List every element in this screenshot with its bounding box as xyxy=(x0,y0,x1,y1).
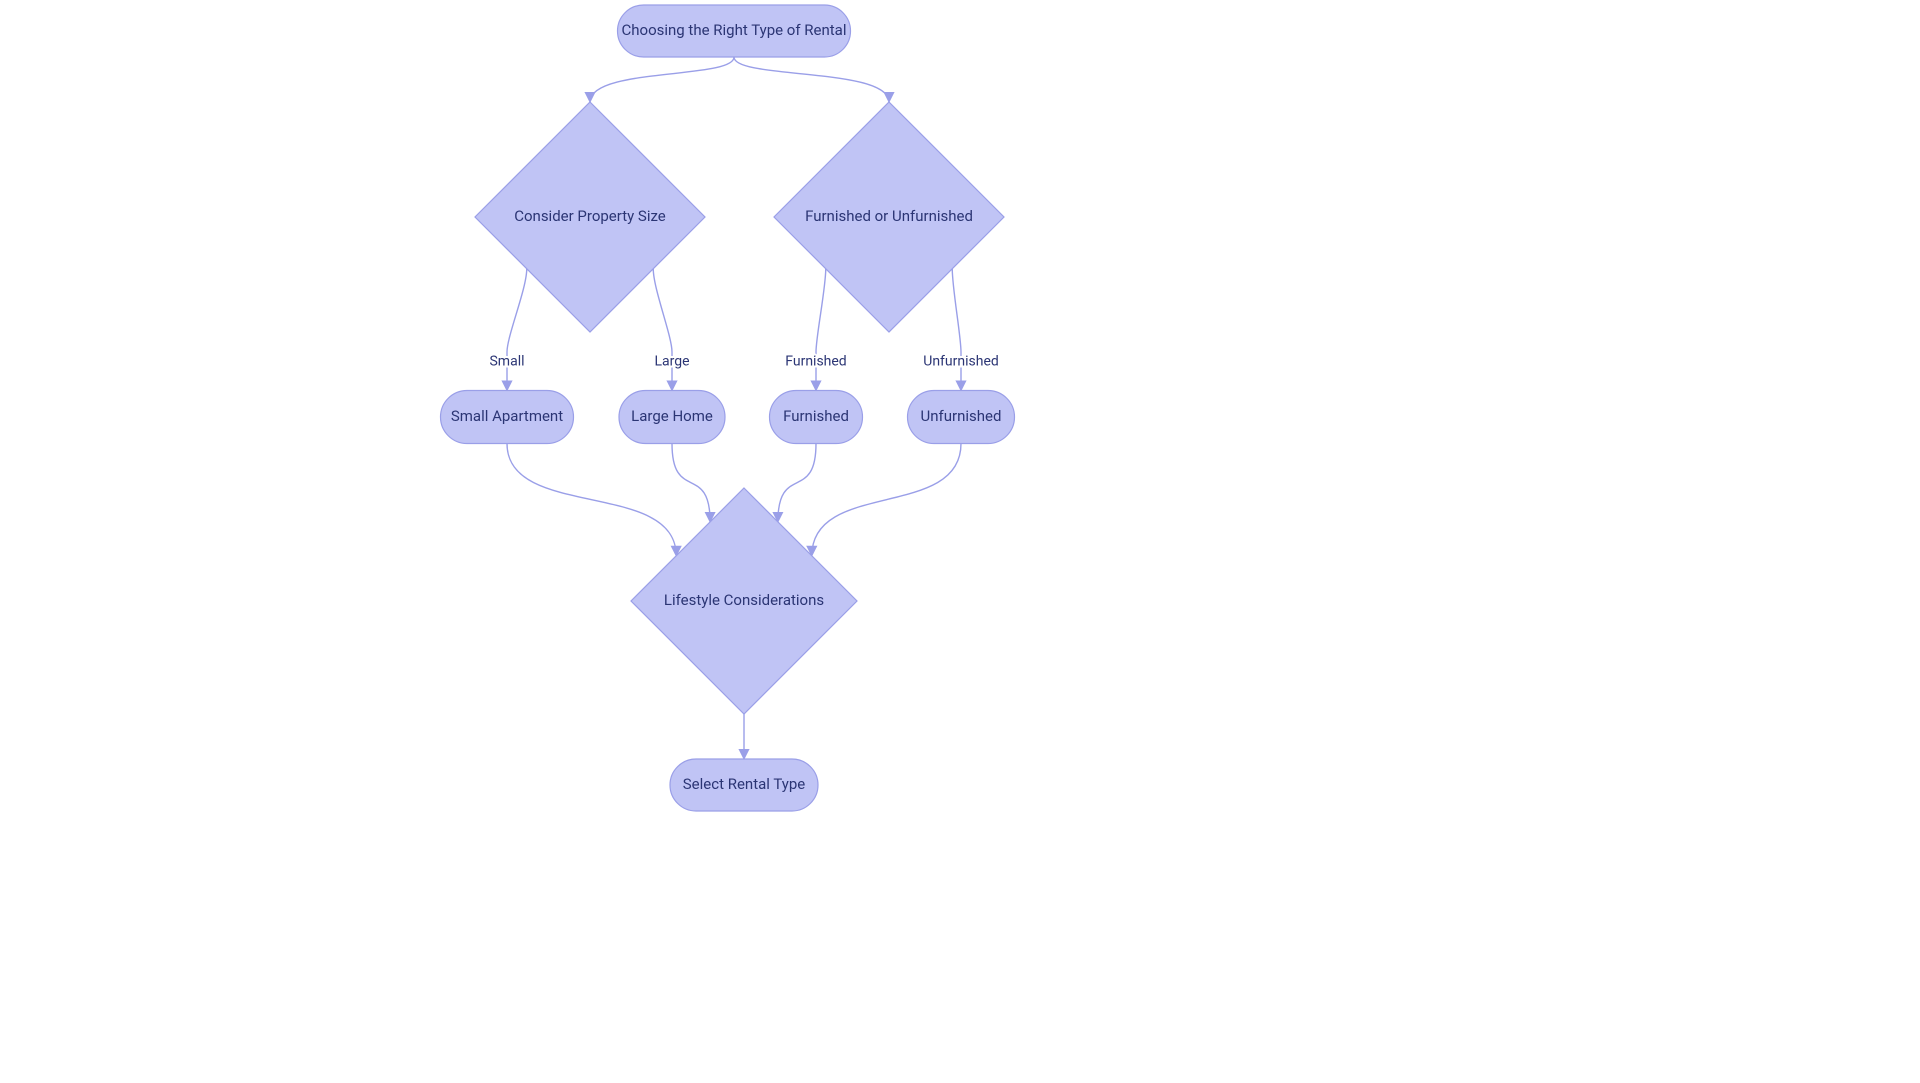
node-label-unfurnished: Unfurnished xyxy=(921,407,1002,425)
edge-label-size-largeHome: Large xyxy=(654,354,689,370)
node-label-furnished: Furnished xyxy=(783,407,849,425)
node-label-select: Select Rental Type xyxy=(683,775,806,793)
edge-furnished-lifestyle xyxy=(778,444,816,522)
node-select: Select Rental Type xyxy=(670,759,818,811)
edge-furn-furnished xyxy=(816,269,826,391)
node-label-smallApt: Small Apartment xyxy=(451,407,563,425)
edge-label-furn-furnished: Furnished xyxy=(785,354,846,370)
node-largeHome: Large Home xyxy=(619,391,725,444)
node-label-largeHome: Large Home xyxy=(631,407,713,425)
node-label-root: Choosing the Right Type of Rental xyxy=(621,21,846,39)
node-furn: Furnished or Unfurnished xyxy=(774,102,1004,332)
node-root: Choosing the Right Type of Rental xyxy=(618,5,851,57)
edge-largeHome-lifestyle xyxy=(672,444,710,522)
flowchart-canvas: Choosing the Right Type of Rental Conside… xyxy=(0,0,1920,1083)
edge-size-smallApt xyxy=(507,269,527,391)
node-lifestyle: Lifestyle Considerations xyxy=(631,488,857,714)
node-size: Consider Property Size xyxy=(475,102,705,332)
edge-root-furn xyxy=(734,57,889,102)
node-label-lifestyle: Lifestyle Considerations xyxy=(664,591,824,609)
node-label-furn: Furnished or Unfurnished xyxy=(805,207,973,225)
edge-smallApt-lifestyle xyxy=(507,444,676,556)
edge-label-furn-unfurnished: Unfurnished xyxy=(923,354,999,370)
edge-furn-unfurnished xyxy=(952,269,961,391)
node-furnished: Furnished xyxy=(770,391,863,444)
node-label-size: Consider Property Size xyxy=(514,207,666,225)
node-smallApt: Small Apartment xyxy=(441,391,574,444)
edge-size-largeHome xyxy=(653,269,672,391)
edge-root-size xyxy=(590,57,734,102)
edge-label-size-smallApt: Small xyxy=(489,354,524,370)
node-unfurnished: Unfurnished xyxy=(908,391,1015,444)
edge-unfurnished-lifestyle xyxy=(812,444,961,556)
